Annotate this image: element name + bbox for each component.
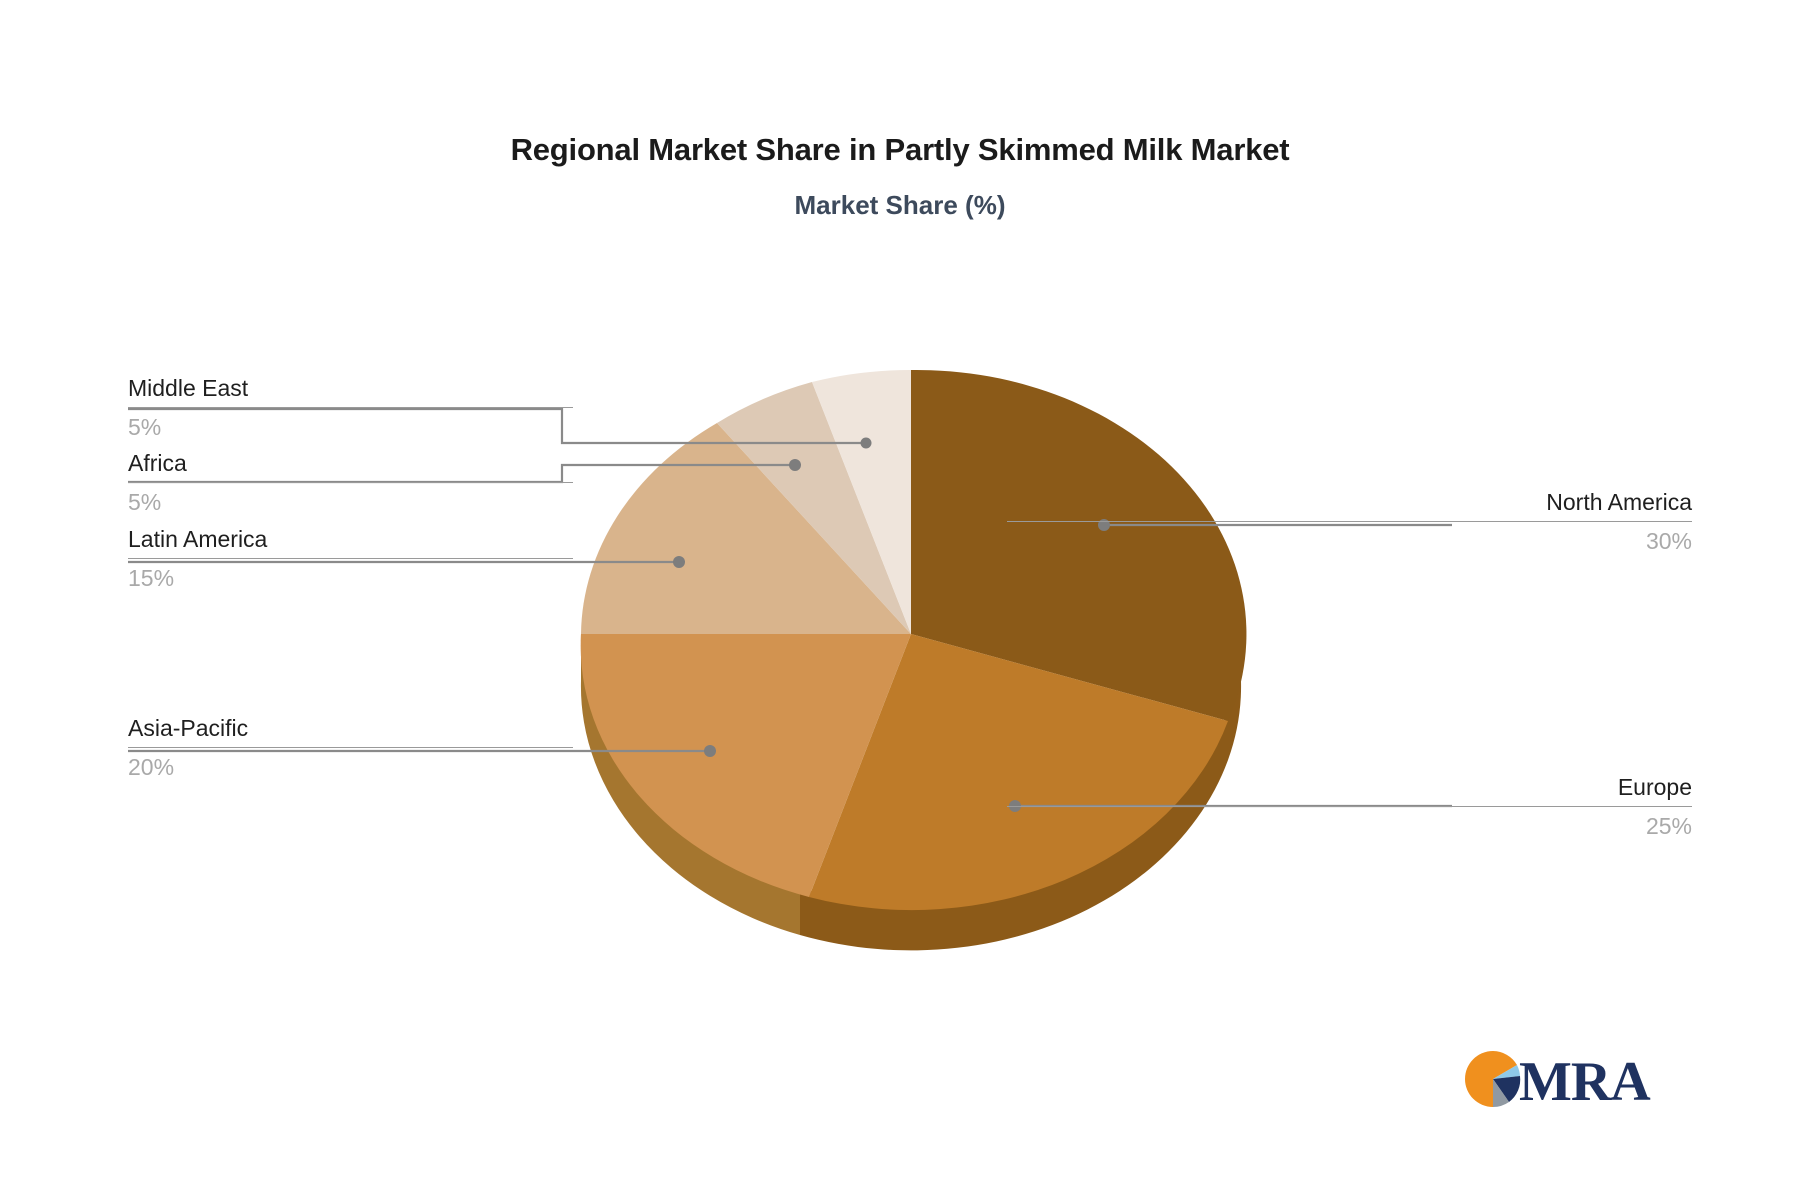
callout-value-north-america: 30% <box>1645 528 1692 554</box>
leader-dot-latin-america <box>673 556 685 568</box>
callout-value-latin-america: 15% <box>128 565 175 591</box>
leader-dot-africa <box>789 459 801 471</box>
pie-slice-north-america[interactable] <box>911 369 1247 721</box>
callout-rule-latin-america <box>128 558 573 559</box>
callout-asia-pacific[interactable]: Asia-Pacific 20% <box>128 717 573 779</box>
callout-value-europe: 25% <box>1645 813 1692 839</box>
pie-slice-africa[interactable] <box>717 382 911 634</box>
leader-dot-north-america <box>1098 519 1110 531</box>
callout-label-africa: Africa <box>128 450 187 476</box>
callout-rule-north-america <box>1007 521 1692 522</box>
pie-side-asia-pacific <box>580 634 800 935</box>
callout-label-europe: Europe <box>1617 774 1692 800</box>
callout-middle-east[interactable]: Middle East 5% <box>128 377 573 439</box>
pie-top-face <box>580 369 1247 911</box>
pie-slice-middle-east[interactable] <box>812 369 911 634</box>
leader-line-middle-east <box>128 407 866 445</box>
chart-title: Regional Market Share in Partly Skimmed … <box>510 132 1290 167</box>
leader-dot-asia-pacific <box>704 745 716 757</box>
logo-wordmark: MRA <box>1519 1051 1651 1113</box>
callout-value-middle-east: 5% <box>128 414 162 440</box>
pie-slice-europe[interactable] <box>809 634 1228 911</box>
pie-chart-logo-icon <box>1465 1051 1521 1107</box>
mra-logo[interactable]: MRA <box>1457 1043 1662 1115</box>
pie-slice-latin-america[interactable] <box>581 423 911 634</box>
chart-subtitle: Market Share (%) <box>794 190 1006 220</box>
callout-value-africa: 5% <box>128 489 162 515</box>
callout-value-asia-pacific: 20% <box>128 754 175 780</box>
callout-label-north-america: North America <box>1546 489 1692 515</box>
callout-rule-asia-pacific <box>128 747 573 748</box>
callout-rule-africa <box>128 482 573 483</box>
callout-label-middle-east: Middle East <box>128 375 249 401</box>
callout-latin-america[interactable]: Latin America 15% <box>128 528 573 590</box>
pie-side-europe <box>800 634 1242 951</box>
leader-dot-middle-east <box>860 437 872 449</box>
callout-rule-europe <box>1007 806 1692 807</box>
callout-north-america[interactable]: North America 30% <box>1007 491 1692 553</box>
callout-label-latin-america: Latin America <box>128 526 268 552</box>
callout-label-asia-pacific: Asia-Pacific <box>128 715 249 741</box>
callout-europe[interactable]: Europe 25% <box>1007 776 1692 838</box>
pie-slice-asia-pacific[interactable] <box>580 634 911 897</box>
callout-rule-middle-east <box>128 407 573 408</box>
callout-africa[interactable]: Africa 5% <box>128 452 573 514</box>
